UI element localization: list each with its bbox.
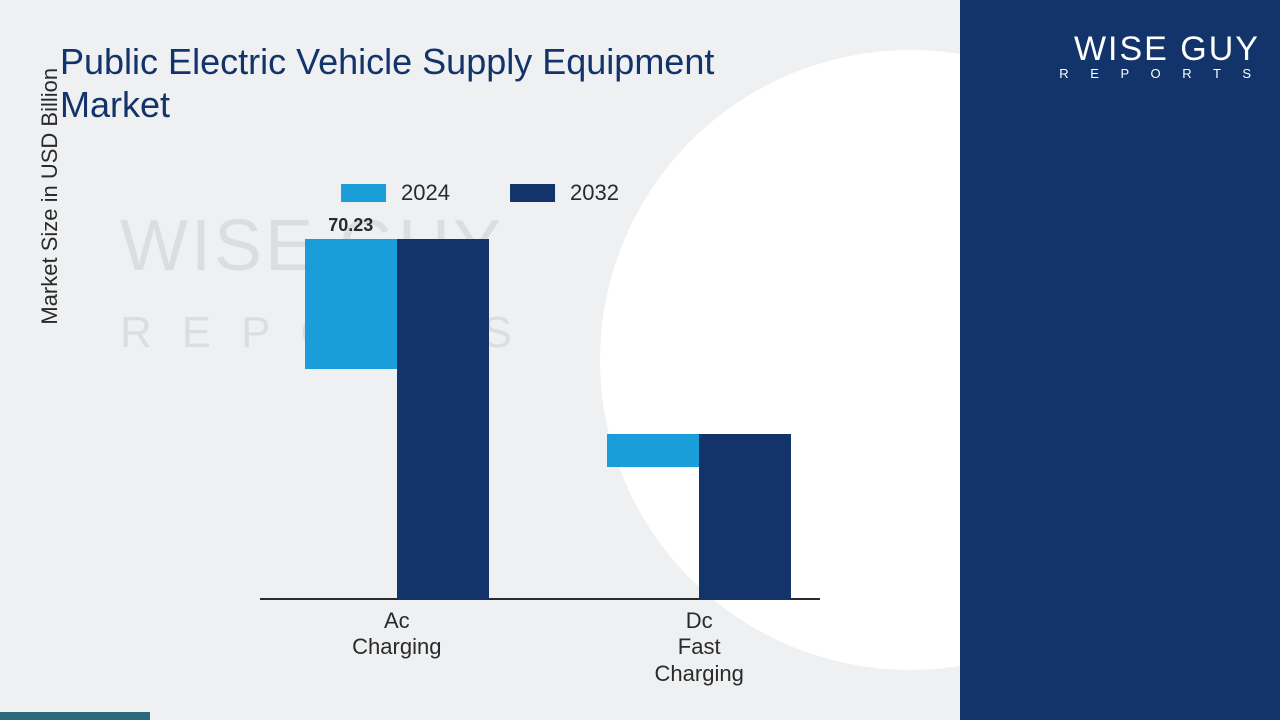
plot-area: 70.23Ac Charging Dc Fast Charging bbox=[260, 230, 820, 600]
logo-sub-text: R E P O R T S bbox=[1059, 66, 1260, 81]
category-label: Dc Fast Charging bbox=[655, 608, 744, 687]
legend-label: 2024 bbox=[401, 180, 450, 206]
bar-group: Dc Fast Charging bbox=[607, 434, 791, 601]
bar bbox=[699, 434, 791, 601]
bar-value-label: 70.23 bbox=[328, 215, 373, 236]
decorative-bottom-bar bbox=[0, 712, 150, 720]
y-axis-label: Market Size in USD Billion bbox=[37, 68, 63, 325]
main-area: WISE GUY REPORTS Public Electric Vehicle… bbox=[0, 0, 960, 720]
legend-swatch bbox=[510, 184, 555, 202]
legend-label: 2032 bbox=[570, 180, 619, 206]
bar: 70.23 bbox=[305, 239, 397, 369]
legend-swatch bbox=[341, 184, 386, 202]
side-panel: WISE GUY R E P O R T S bbox=[960, 0, 1280, 720]
legend-item: 2024 bbox=[341, 180, 450, 206]
category-label: Ac Charging bbox=[352, 608, 441, 661]
legend: 2024 2032 bbox=[341, 180, 619, 206]
chart-area: Market Size in USD Billion 20242032 70.2… bbox=[60, 180, 900, 700]
brand-logo: WISE GUY R E P O R T S bbox=[1059, 30, 1260, 81]
chart-title: Public Electric Vehicle Supply Equipment… bbox=[60, 40, 760, 126]
bar-group: 70.23Ac Charging bbox=[305, 239, 489, 600]
legend-item: 2032 bbox=[510, 180, 619, 206]
logo-main-text: WISE GUY bbox=[1059, 30, 1260, 69]
chart-container: WISE GUY REPORTS Public Electric Vehicle… bbox=[0, 0, 1280, 720]
bar bbox=[607, 434, 699, 467]
bar bbox=[397, 239, 489, 600]
